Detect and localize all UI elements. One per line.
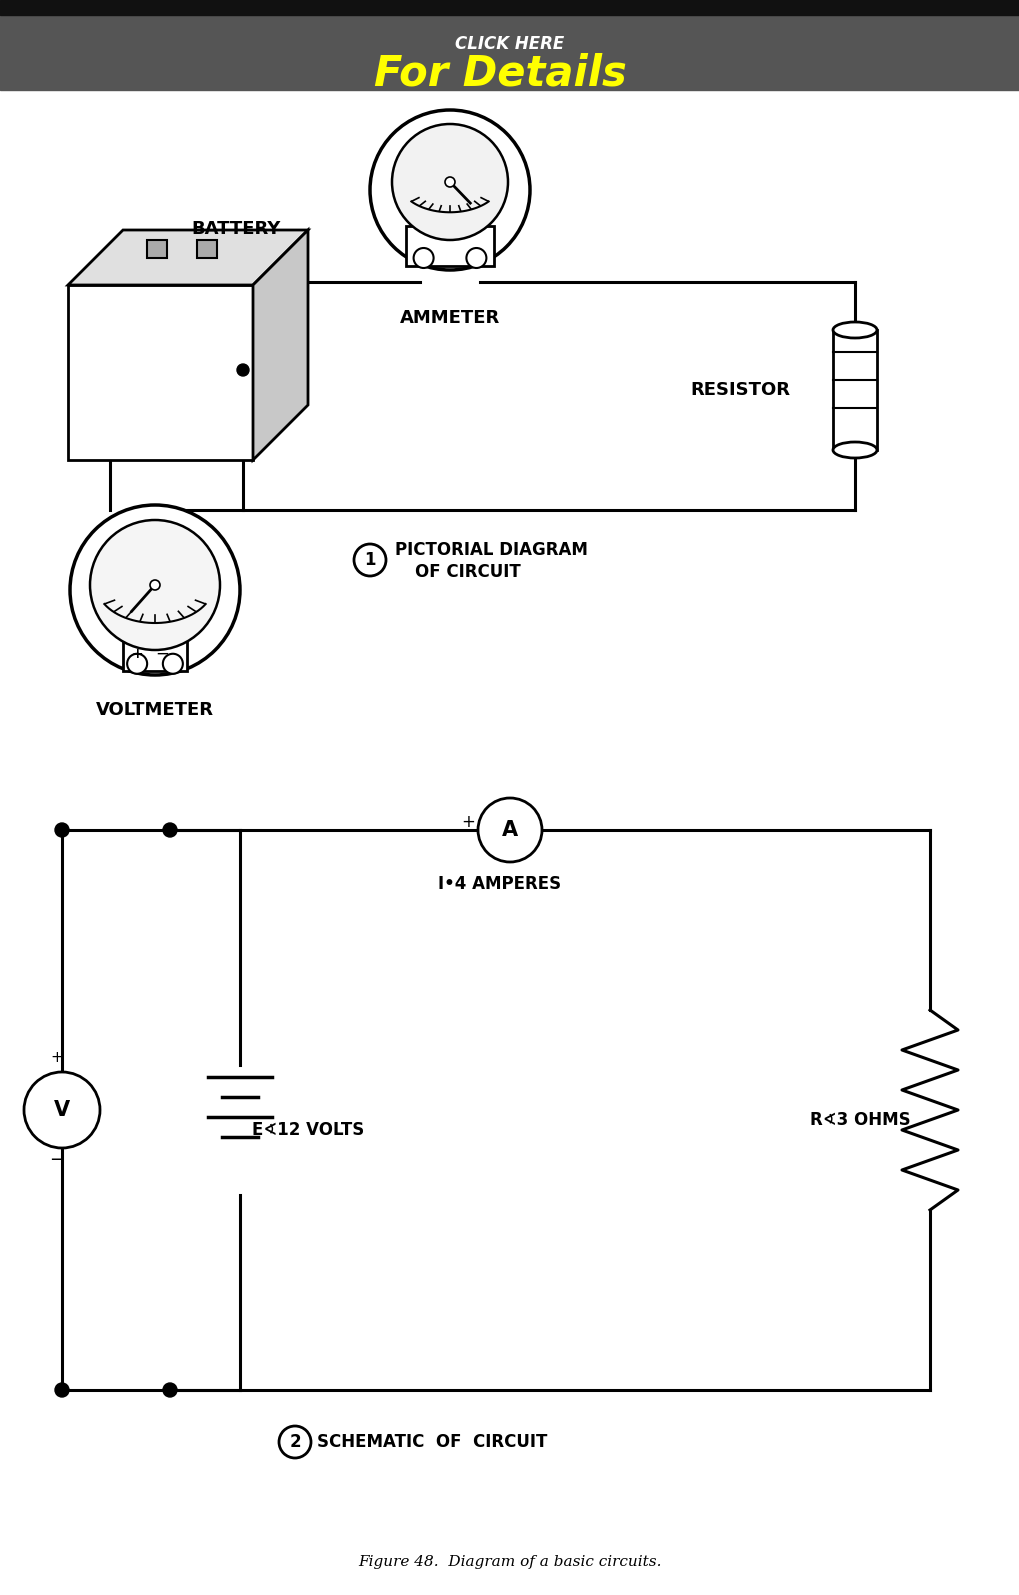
Ellipse shape: [833, 322, 876, 338]
Circle shape: [55, 823, 69, 837]
Circle shape: [478, 798, 541, 861]
Polygon shape: [147, 239, 167, 257]
Circle shape: [370, 110, 530, 270]
Circle shape: [163, 654, 182, 673]
Text: SCHEMATIC  OF  CIRCUIT: SCHEMATIC OF CIRCUIT: [317, 1432, 547, 1451]
Circle shape: [90, 520, 220, 651]
Text: 2: 2: [289, 1432, 301, 1451]
Circle shape: [279, 1426, 311, 1458]
Bar: [0, 0, 1019, 14]
Text: For Details: For Details: [373, 53, 626, 94]
Text: RESISTOR: RESISTOR: [689, 381, 790, 399]
Ellipse shape: [833, 442, 876, 458]
Bar: [0, 0, 1019, 89]
Circle shape: [24, 1072, 100, 1148]
Circle shape: [354, 544, 385, 576]
Text: E∢12 VOLTS: E∢12 VOLTS: [252, 1121, 364, 1139]
Bar: [833, 330, 876, 450]
Polygon shape: [68, 286, 253, 459]
Text: OF CIRCUIT: OF CIRCUIT: [415, 563, 521, 581]
Circle shape: [163, 1383, 177, 1397]
Polygon shape: [197, 239, 217, 257]
Circle shape: [236, 364, 249, 376]
Circle shape: [163, 823, 177, 837]
Text: R∢3 OHMS: R∢3 OHMS: [809, 1112, 910, 1129]
Text: Figure 48.  Diagram of a basic circuits.: Figure 48. Diagram of a basic circuits.: [358, 1555, 661, 1569]
Text: V: V: [54, 1101, 70, 1120]
Text: +: +: [131, 646, 143, 660]
Text: −: −: [156, 644, 169, 662]
Polygon shape: [253, 230, 308, 459]
Text: +: +: [51, 1050, 63, 1064]
Text: CLICK HERE: CLICK HERE: [454, 35, 565, 53]
Bar: [422, 190, 478, 226]
Text: −: −: [49, 1152, 64, 1169]
Text: VOLTMETER: VOLTMETER: [96, 700, 214, 719]
Bar: [123, 633, 186, 671]
Text: A: A: [501, 820, 518, 841]
Text: I•4 AMPERES: I•4 AMPERES: [438, 876, 561, 893]
Text: BATTERY: BATTERY: [192, 220, 281, 239]
Bar: [406, 226, 493, 266]
Circle shape: [391, 124, 507, 239]
Text: PICTORIAL DIAGRAM: PICTORIAL DIAGRAM: [394, 541, 587, 558]
Text: +: +: [461, 813, 475, 831]
Circle shape: [466, 247, 486, 268]
Text: AMMETER: AMMETER: [399, 309, 499, 327]
Circle shape: [127, 654, 147, 673]
Circle shape: [55, 1383, 69, 1397]
Circle shape: [413, 247, 433, 268]
Text: 1: 1: [364, 550, 375, 569]
Circle shape: [70, 506, 239, 675]
Circle shape: [150, 581, 160, 590]
Polygon shape: [68, 230, 308, 286]
Circle shape: [444, 177, 454, 187]
